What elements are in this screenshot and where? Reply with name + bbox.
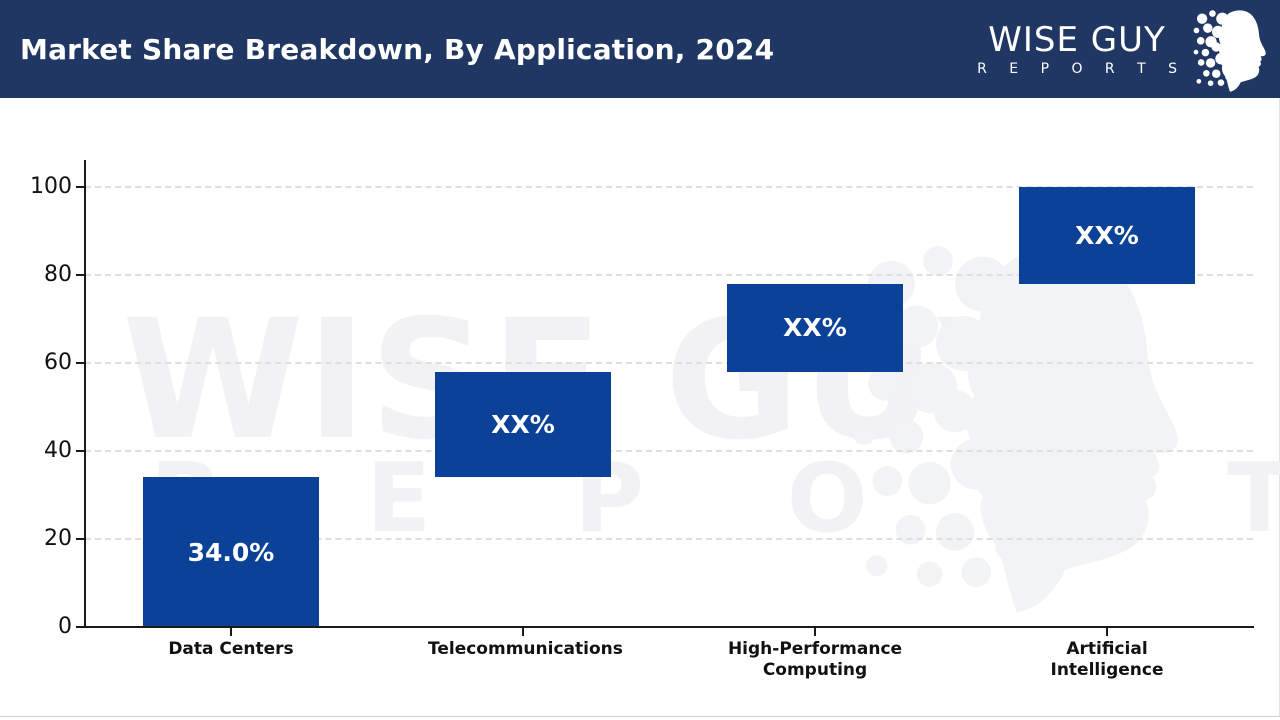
y-axis-tick	[76, 186, 84, 188]
brand-head-icon	[1193, 10, 1266, 92]
y-tick-label: 60	[44, 350, 72, 375]
x-category-label: Artificial Intelligence	[1050, 639, 1164, 680]
chart-canvas: WISE GUY R E P O R T S 34.0%XX%XX%XX% 02…	[0, 98, 1280, 716]
page-bottom-rule	[0, 716, 1280, 717]
brand-name: WISE GUY	[988, 20, 1166, 60]
y-axis-tick	[76, 626, 84, 628]
y-tick-label: 20	[44, 526, 72, 551]
header-band: Market Share Breakdown, By Application, …	[0, 0, 1280, 98]
x-axis-line	[84, 626, 1254, 628]
x-axis-tick	[230, 628, 232, 636]
y-tick-label: 40	[44, 438, 72, 463]
y-axis-tick	[76, 274, 84, 276]
bar-value-label: XX%	[491, 410, 555, 440]
y-axis-tick	[76, 538, 84, 540]
x-category-label: High-Performance Computing	[727, 639, 903, 680]
bar-value-label: XX%	[783, 313, 847, 343]
brand-subtitle: R E P O R T S	[977, 61, 1186, 77]
page-title: Market Share Breakdown, By Application, …	[20, 32, 775, 66]
y-tick-label: 100	[30, 174, 72, 199]
y-axis-tick	[76, 450, 84, 452]
x-axis-tick	[522, 628, 524, 636]
brand-logo: WISE GUY R E P O R T S	[968, 2, 1268, 98]
x-category-label: Telecommunications	[428, 639, 623, 659]
gridline	[85, 186, 1253, 188]
bar-telecommunications: XX%	[435, 371, 611, 478]
plot-area: 34.0% XX% XX% XX%	[85, 186, 1253, 627]
x-category-label: Data Centers	[168, 639, 294, 659]
gridline	[85, 274, 1253, 276]
x-axis-tick	[1106, 628, 1108, 636]
y-axis-line	[84, 160, 86, 627]
bar-high-performance-computing: XX%	[727, 283, 903, 372]
y-tick-label: 80	[44, 262, 72, 287]
gridline	[85, 538, 1253, 540]
bar-artificial-intelligence: XX%	[1019, 187, 1195, 284]
gridline	[85, 362, 1253, 364]
y-axis-tick	[76, 362, 84, 364]
gridline	[85, 450, 1253, 452]
bar-value-label: XX%	[1075, 220, 1139, 250]
x-axis-tick	[814, 628, 816, 636]
watermark-head-graphic	[853, 246, 1178, 613]
bar-value-label: 34.0%	[187, 537, 275, 567]
bar-data-centers: 34.0%	[143, 477, 319, 627]
y-tick-label: 0	[58, 614, 72, 639]
brand-logo-text: WISE GUY R E P O R T S	[968, 22, 1186, 78]
